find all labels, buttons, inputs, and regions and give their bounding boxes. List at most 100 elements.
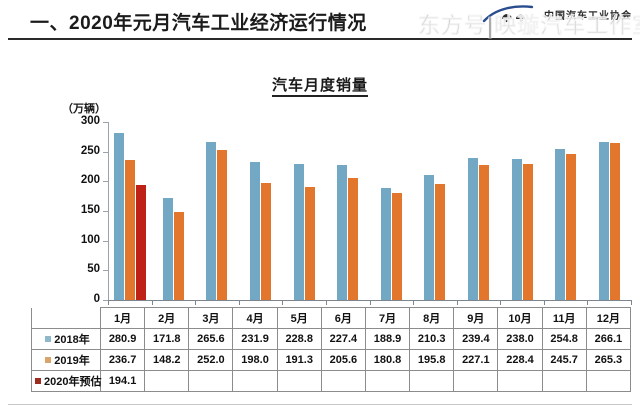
table-cell-2020年预估-1月: 194.1 <box>99 370 146 392</box>
x-axis-tick <box>151 300 153 305</box>
data-table: 1月 2月 3月 4月 5月 6月 7月 8月 9月 10月 11月 12月 2018年 280.9 17… <box>31 307 632 392</box>
header-divider <box>8 38 632 40</box>
table-cell-2020年预估-2月 <box>144 370 190 392</box>
table-cell-2018年-1月: 280.9 <box>99 328 146 350</box>
legend-label: 2019年 <box>54 355 90 367</box>
table-row: 2020年预估 194.1 <box>31 370 632 392</box>
legend-item-2019年: 2019年 <box>31 349 101 371</box>
x-axis-tick <box>543 300 545 305</box>
y-axis-label: 0 <box>93 293 100 305</box>
table-cell-2018年-9月: 239.4 <box>453 328 499 350</box>
table-corner-cell <box>31 307 101 329</box>
bar-2019年-4月 <box>261 182 272 300</box>
bar-2019年-2月 <box>173 212 184 300</box>
table-col-header-6月: 6月 <box>320 307 366 329</box>
chart-title-text: 汽车月度销量 <box>271 77 368 97</box>
table-col-header-8月: 8月 <box>409 307 455 329</box>
bar-2018年-11月 <box>555 148 566 300</box>
y-axis-label: 100 <box>80 233 100 246</box>
y-axis-tick <box>103 240 108 242</box>
bar-2019年-9月 <box>478 165 489 300</box>
table-cell-2019年-1月: 236.7 <box>99 349 146 371</box>
table-cell-2020年预估-9月 <box>453 370 499 392</box>
bar-2019年-6月 <box>348 178 359 300</box>
table-cell-2018年-5月: 228.8 <box>276 328 322 350</box>
bar-2018年-2月 <box>162 198 173 300</box>
table-cell-2018年-2月: 171.8 <box>144 328 190 350</box>
x-axis-tick <box>500 300 502 305</box>
y-axis-label: 50 <box>87 263 100 276</box>
table-cell-2020年预估-4月 <box>232 370 278 392</box>
table-cell-2019年-4月: 198.0 <box>232 349 278 371</box>
bar-2019年-3月 <box>217 150 228 300</box>
x-axis-tick <box>108 300 109 305</box>
table-cell-2019年-12月: 265.3 <box>585 349 632 371</box>
y-axis <box>108 122 109 301</box>
table-cell-2019年-9月: 227.1 <box>453 349 499 371</box>
bar-2018年-8月 <box>424 175 435 300</box>
legend-item-2018年: 2018年 <box>31 328 101 350</box>
x-axis-tick <box>369 300 371 305</box>
bar-2019年-8月 <box>435 183 446 300</box>
table-cell-2020年预估-11月 <box>541 370 587 392</box>
table-col-header-9月: 9月 <box>453 307 499 329</box>
x-axis-tick <box>456 300 458 305</box>
association-name: 中国汽车工业协会 <box>544 10 632 22</box>
bar-2019年-10月 <box>522 164 533 300</box>
y-axis-unit-label: （万辆） <box>62 103 106 115</box>
table-cell-2020年预估-6月 <box>320 370 366 392</box>
x-axis-tick <box>413 300 415 305</box>
table-cell-2020年预估-12月 <box>585 370 632 392</box>
legend-swatch-icon <box>35 378 41 385</box>
x-axis-tick <box>195 300 197 305</box>
chart-title: 汽车月度销量 <box>0 74 640 97</box>
bar-2019年-7月 <box>391 192 402 300</box>
table-col-header-10月: 10月 <box>497 307 543 329</box>
table-cell-2020年预估-8月 <box>409 370 455 392</box>
table-col-header-4月: 4月 <box>232 307 278 329</box>
table-cell-2020年预估-3月 <box>188 370 234 392</box>
table-cell-2019年-10月: 228.4 <box>497 349 543 371</box>
bar-2018年-1月 <box>113 133 124 300</box>
y-axis-label: 150 <box>80 204 100 216</box>
table-cell-2018年-7月: 188.9 <box>364 328 411 350</box>
table-col-header-11月: 11月 <box>541 307 587 329</box>
y-axis-label: 200 <box>80 174 100 187</box>
legend-swatch-icon <box>45 357 52 364</box>
page-title: 一、2020年元月汽车工业经济运行情况 <box>30 13 367 34</box>
bar-2020年预估-1月 <box>135 184 146 300</box>
bar-2018年-12月 <box>598 142 609 300</box>
y-axis-tick <box>103 181 108 183</box>
bar-2018年-3月 <box>206 142 217 300</box>
table-cell-2018年-12月: 266.1 <box>585 328 632 350</box>
table-cell-2018年-3月: 265.6 <box>188 328 234 350</box>
table-cell-2019年-6月: 205.6 <box>320 349 366 371</box>
table-col-header-12月: 12月 <box>585 307 632 329</box>
table-cell-2020年预估-5月 <box>276 370 322 392</box>
table-cell-2019年-8月: 195.8 <box>409 349 455 371</box>
legend-swatch-icon <box>45 336 52 343</box>
bar-2018年-4月 <box>250 162 261 300</box>
bar-group-6月 <box>326 122 370 300</box>
table-cell-2018年-10月: 238.0 <box>497 328 543 350</box>
bar-2019年-1月 <box>124 159 135 300</box>
legend-label: 2018年 <box>54 334 90 346</box>
x-axis-tick <box>587 300 589 305</box>
table-cell-2019年-5月: 191.3 <box>276 349 322 371</box>
bar-2018年-10月 <box>511 158 522 300</box>
bar-group-10月 <box>500 122 544 300</box>
footer-divider <box>8 404 632 405</box>
table-cell-2020年预估-7月 <box>364 370 411 392</box>
bar-2018年-7月 <box>380 187 391 300</box>
bar-series-layer <box>108 122 631 300</box>
y-axis-tick <box>103 122 108 123</box>
table-col-header-5月: 5月 <box>276 307 322 329</box>
table-cell-2018年-6月: 227.4 <box>320 328 366 350</box>
x-axis-tick <box>238 300 240 305</box>
bar-2019年-5月 <box>304 186 315 300</box>
y-axis-tick <box>103 151 108 153</box>
table-cell-2018年-8月: 210.3 <box>409 328 455 350</box>
bar-group-12月 <box>587 122 631 300</box>
bar-group-8月 <box>413 122 457 300</box>
